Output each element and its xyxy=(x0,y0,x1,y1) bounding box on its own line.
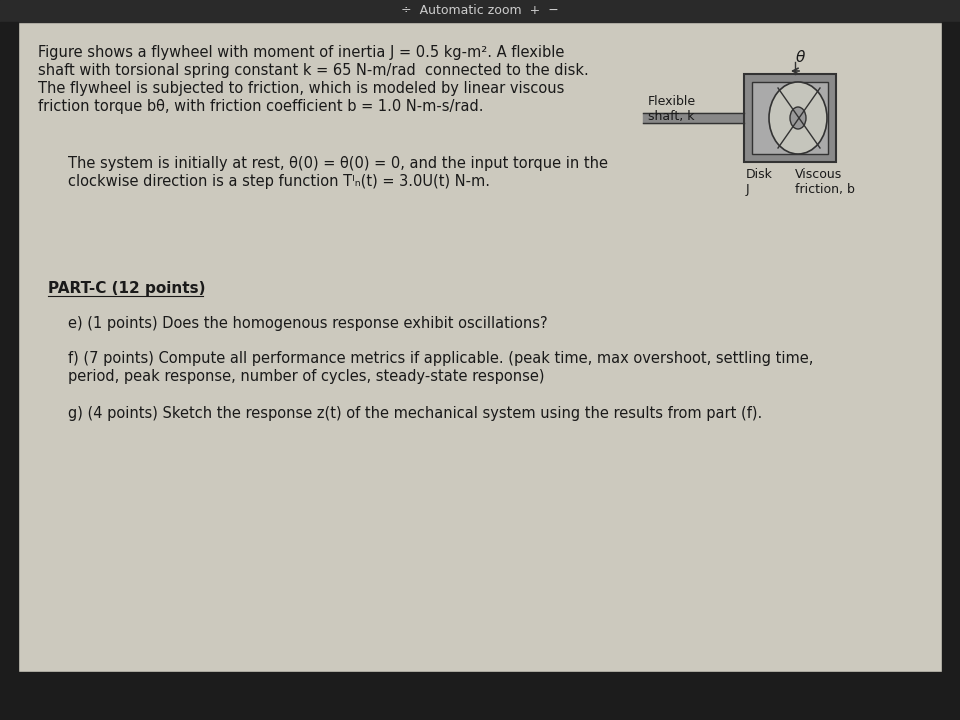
Text: g) (4 points) Sketch the response z(t) of the mechanical system using the result: g) (4 points) Sketch the response z(t) o… xyxy=(68,406,762,421)
Text: Disk
J: Disk J xyxy=(746,168,773,196)
Text: f) (7 points) Compute all performance metrics if applicable. (peak time, max ove: f) (7 points) Compute all performance me… xyxy=(68,351,813,366)
Text: Figure shows a flywheel with moment of inertia J = 0.5 kg-m². A flexible: Figure shows a flywheel with moment of i… xyxy=(38,45,564,60)
Bar xyxy=(744,74,836,162)
Bar xyxy=(0,672,960,720)
Bar xyxy=(643,113,744,123)
Text: Flexible
shaft, k: Flexible shaft, k xyxy=(648,95,696,123)
Text: e) (1 points) Does the homogenous response exhibit oscillations?: e) (1 points) Does the homogenous respon… xyxy=(68,316,547,331)
Text: Viscous
friction, b: Viscous friction, b xyxy=(795,168,854,196)
Bar xyxy=(942,22,960,672)
Text: θ: θ xyxy=(795,50,804,66)
Text: friction torque bθ̇, with friction coefficient b = 1.0 N-m-s/rad.: friction torque bθ̇, with friction coeff… xyxy=(38,99,484,114)
Ellipse shape xyxy=(769,82,827,154)
Bar xyxy=(752,82,828,154)
Text: PART-C (12 points): PART-C (12 points) xyxy=(48,281,205,296)
Text: period, peak response, number of cycles, steady-state response): period, peak response, number of cycles,… xyxy=(68,369,544,384)
Text: shaft with torsional spring constant k = 65 N-m/rad  connected to the disk.: shaft with torsional spring constant k =… xyxy=(38,63,588,78)
Bar xyxy=(0,0,960,22)
Bar xyxy=(0,22,18,672)
Text: ÷  Automatic zoom  +  −: ÷ Automatic zoom + − xyxy=(401,4,559,17)
Text: The system is initially at rest, θ(0) = θ̇(0) = 0, and the input torque in the: The system is initially at rest, θ(0) = … xyxy=(68,156,608,171)
Ellipse shape xyxy=(790,107,806,129)
Text: clockwise direction is a step function Tᴵₙ(t) = 3.0U(t) N-m.: clockwise direction is a step function T… xyxy=(68,174,490,189)
Text: The flywheel is subjected to friction, which is modeled by linear viscous: The flywheel is subjected to friction, w… xyxy=(38,81,564,96)
